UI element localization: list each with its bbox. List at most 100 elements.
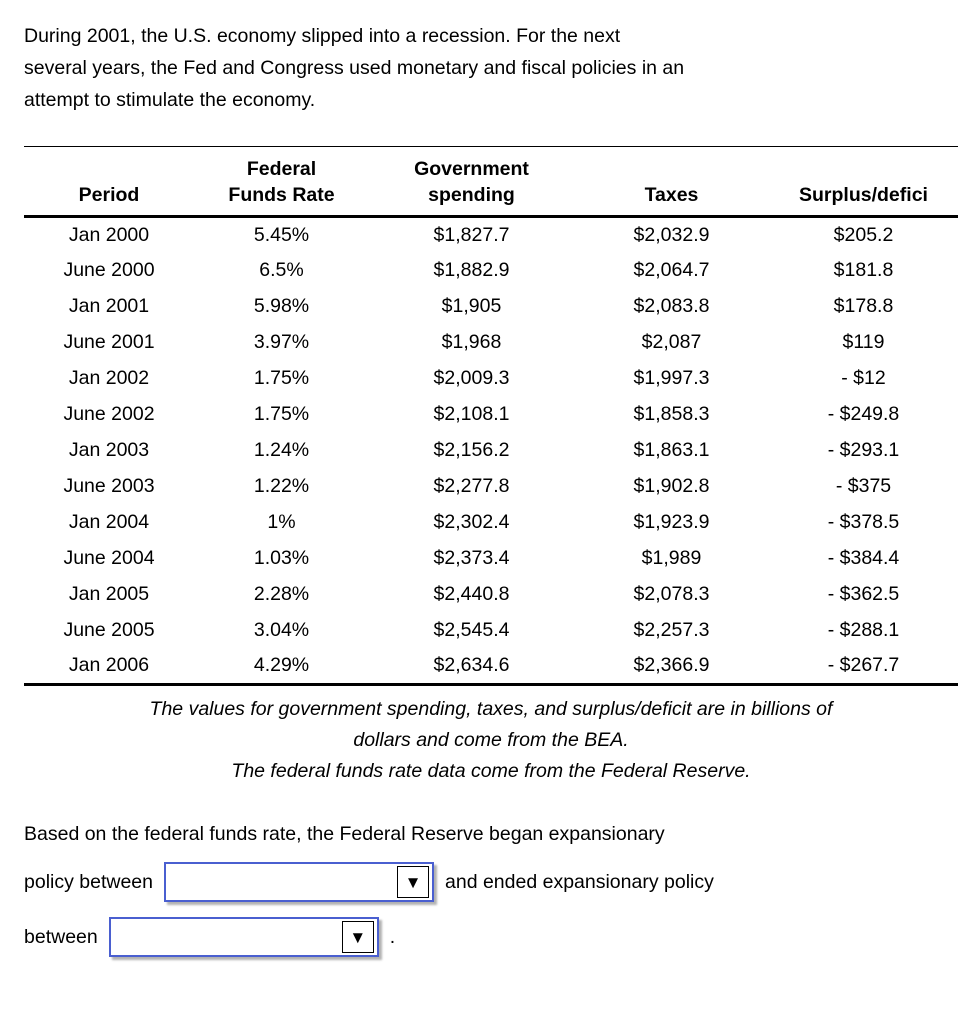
table-row: Jan 2006 4.29% $2,634.6 $2,366.9 - $267.7 — [24, 649, 958, 685]
table-row: Jan 2000 5.45% $1,827.7 $2,032.9 $205.2 — [24, 217, 958, 253]
question-row-ended: between ▼ . — [24, 915, 974, 959]
table-cell: $205.2 — [833, 223, 894, 246]
col-header-federal-funds-rate: Federal Funds Rate — [194, 147, 369, 217]
table-row: June 2004 1.03% $2,373.4 $1,989 - $384.4 — [24, 541, 958, 577]
col-header-label: Funds Rate — [228, 184, 335, 206]
table-cell: June 2000 — [63, 259, 155, 281]
chevron-down-icon: ▼ — [349, 927, 367, 947]
table-row: June 2003 1.22% $2,277.8 $1,902.8 - $375 — [24, 469, 958, 505]
col-header-label: spending — [428, 184, 515, 206]
table-cell: Jan 2004 — [68, 511, 150, 533]
table-cell: $1,997.3 — [633, 367, 710, 389]
table-cell: Jan 2003 — [68, 439, 150, 461]
table-cell: $1,827.7 — [433, 223, 510, 246]
table-cell: Jan 2002 — [68, 367, 150, 389]
table-cell: June 2004 — [63, 547, 155, 569]
table-cell: - $362.5 — [827, 583, 900, 605]
table-cell: $2,634.6 — [433, 654, 510, 677]
col-header-surplus-deficit: Surplus/defici — [769, 147, 958, 217]
dropdown-arrow-button[interactable]: ▼ — [397, 866, 429, 898]
table-cell: 1% — [267, 511, 296, 533]
table-cell: $2,032.9 — [633, 223, 710, 246]
table-cell: 1.75% — [253, 403, 310, 425]
table-cell: June 2001 — [63, 331, 155, 353]
table-cell: Jan 2000 — [68, 223, 150, 246]
table-row: Jan 2002 1.75% $2,009.3 $1,997.3 - $12 — [24, 361, 958, 397]
table-footnote: The values for government spending, taxe… — [24, 694, 958, 787]
table-cell: $119 — [842, 331, 885, 353]
table-cell: 1.22% — [253, 475, 310, 497]
footnote-line: The federal funds rate data come from th… — [231, 760, 751, 782]
table-cell: $2,545.4 — [433, 619, 510, 641]
table-cell: $2,064.7 — [633, 259, 710, 281]
table-cell: 4.29% — [253, 654, 310, 677]
table-cell: $1,989 — [641, 547, 702, 569]
table-cell: $2,009.3 — [433, 367, 510, 389]
chevron-down-icon: ▼ — [404, 872, 422, 892]
table-cell: $2,083.8 — [633, 295, 710, 317]
table-cell: $1,902.8 — [633, 475, 710, 497]
table-cell: - $293.1 — [827, 439, 900, 461]
and-ended-label: and ended expansionary policy — [445, 870, 714, 893]
question-page: During 2001, the U.S. economy slipped in… — [24, 25, 974, 959]
question-text: Based on the federal funds rate, the Fed… — [24, 823, 665, 845]
table-cell: $1,968 — [441, 331, 502, 353]
table-cell: - $267.7 — [827, 654, 900, 677]
dropdown-arrow-button[interactable]: ▼ — [341, 921, 374, 953]
ended-expansionary-dropdown[interactable]: ▼ — [108, 917, 379, 957]
table-cell: $2,440.8 — [433, 583, 510, 605]
table-cell: June 2003 — [63, 475, 155, 497]
table-cell: $2,302.4 — [433, 511, 510, 533]
table-row: June 2000 6.5% $1,882.9 $2,064.7 $181.8 — [24, 253, 958, 289]
table-cell: $2,108.1 — [433, 403, 510, 425]
between-label: between — [24, 925, 98, 948]
col-header-label: Period — [78, 184, 140, 206]
col-header-label: Federal — [246, 158, 317, 180]
economic-data-table: Period Federal Funds Rate Government spe… — [24, 146, 958, 686]
table-cell: 1.03% — [253, 547, 310, 569]
table-row: Jan 2001 5.98% $1,905 $2,083.8 $178.8 — [24, 289, 958, 325]
table-cell: $1,905 — [441, 295, 502, 317]
table-cell: Jan 2005 — [68, 583, 150, 605]
table-body: Jan 2000 5.45% $1,827.7 $2,032.9 $205.2 June … — [24, 217, 958, 685]
table-cell: - $12 — [841, 367, 886, 389]
table-row: Jan 2003 1.24% $2,156.2 $1,863.1 - $293.1 — [24, 433, 958, 469]
question-row-began: policy between ▼ and ended expansionary … — [24, 860, 974, 904]
table-cell: $2,257.3 — [633, 619, 710, 641]
table-cell: $2,366.9 — [633, 654, 710, 677]
col-header-label: Surplus/defici — [799, 184, 928, 206]
table-cell: 1.75% — [253, 367, 310, 389]
table-cell: $1,863.1 — [633, 439, 710, 461]
table-cell: $2,373.4 — [433, 547, 510, 569]
footnote-line: dollars and come from the BEA. — [353, 729, 629, 751]
table-cell: 5.98% — [253, 295, 310, 317]
table-cell: $2,078.3 — [633, 583, 710, 605]
table-cell: June 2005 — [63, 619, 155, 641]
table-cell: 1.24% — [253, 439, 310, 461]
table-cell: - $249.8 — [827, 403, 900, 425]
col-header-taxes: Taxes — [574, 147, 769, 217]
table-cell: $2,156.2 — [433, 439, 510, 461]
table-cell: $2,277.8 — [433, 475, 510, 497]
sentence-period: . — [389, 925, 396, 948]
col-header-label: Taxes — [644, 184, 699, 206]
col-header-period: Period — [24, 147, 194, 217]
table-cell: Jan 2001 — [68, 295, 150, 317]
table-cell: $181.8 — [833, 259, 894, 281]
col-header-label: Government — [414, 158, 529, 180]
table-row: June 2002 1.75% $2,108.1 $1,858.3 - $249.8 — [24, 397, 958, 433]
table-row: Jan 2004 1% $2,302.4 $1,923.9 - $378.5 — [24, 505, 958, 541]
table-row: June 2005 3.04% $2,545.4 $2,257.3 - $288.1 — [24, 613, 958, 649]
intro-line: several years, the Fed and Congress used… — [24, 57, 685, 79]
table-row: June 2001 3.97% $1,968 $2,087 $119 — [24, 325, 958, 361]
table-cell: $1,923.9 — [633, 511, 710, 533]
table-cell: - $384.4 — [827, 547, 900, 569]
table-cell: $2,087 — [641, 331, 702, 353]
table-cell: $1,858.3 — [633, 403, 710, 425]
began-expansionary-dropdown[interactable]: ▼ — [164, 862, 434, 902]
table-cell: 2.28% — [253, 583, 310, 605]
table-cell: 5.45% — [253, 223, 310, 246]
table-cell: June 2002 — [63, 403, 155, 425]
table-cell: 6.5% — [259, 259, 304, 281]
table-cell: $178.8 — [833, 295, 894, 317]
